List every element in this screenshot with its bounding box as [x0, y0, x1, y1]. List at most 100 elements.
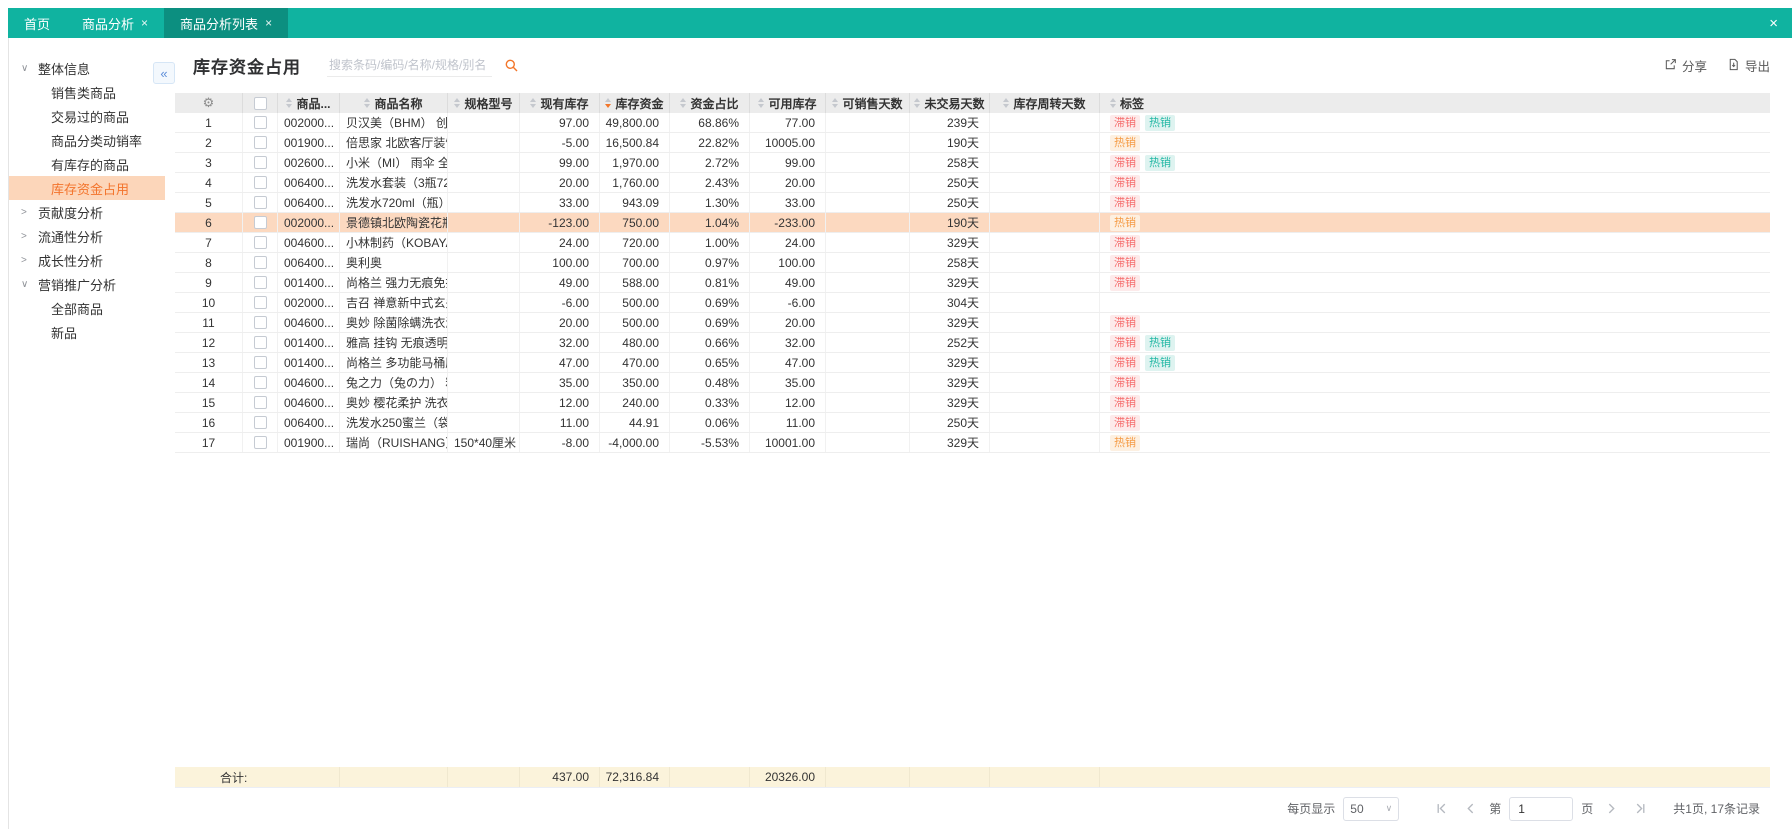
page-number-input[interactable] [1509, 796, 1574, 821]
last-page-icon[interactable] [1630, 803, 1651, 814]
tab-active[interactable]: 商品分析列表 × [164, 8, 289, 38]
sidebar-item[interactable]: 库存资金占用 [9, 176, 165, 200]
row-checkbox[interactable] [253, 216, 267, 229]
sidebar-item[interactable]: 全部商品 [9, 296, 165, 320]
tab-item[interactable]: 首页 [8, 8, 66, 38]
sort-icon[interactable] [914, 98, 921, 108]
row-checkbox[interactable] [253, 236, 267, 249]
row-checkbox[interactable] [253, 136, 267, 149]
row-checkbox[interactable] [253, 396, 267, 409]
sort-icon[interactable] [758, 98, 765, 108]
cell-sale-days [826, 253, 910, 272]
row-checkbox[interactable] [253, 376, 267, 389]
column-header-spec[interactable]: 规格型号 [448, 93, 520, 113]
row-checkbox[interactable] [253, 196, 267, 209]
table-row[interactable]: 4006400...洗发水套装（3瓶720ml+1瓶20.001,760.002… [175, 173, 1770, 193]
row-checkbox[interactable] [253, 416, 267, 429]
sidebar-item[interactable]: 交易过的商品 [9, 104, 165, 128]
sort-icon[interactable] [605, 98, 612, 108]
share-button[interactable]: 分享 [1664, 56, 1707, 75]
first-page-icon[interactable] [1431, 803, 1452, 814]
search-box [327, 54, 519, 77]
next-page-icon[interactable] [1601, 803, 1622, 814]
row-checkbox[interactable] [253, 356, 267, 369]
column-header-fund[interactable]: 库存资金 [600, 93, 670, 113]
column-header-ratio[interactable]: 资金占比 [670, 93, 750, 113]
sort-icon[interactable] [286, 98, 293, 108]
sidebar-item[interactable]: > 贡献度分析 [9, 200, 165, 224]
table-row[interactable]: 16006400...洗发水250蜜兰（袋）11.0044.910.06%11.… [175, 413, 1770, 433]
sort-icon[interactable] [530, 98, 537, 108]
column-header-name[interactable]: 商品名称 [340, 93, 448, 113]
column-header-stock[interactable]: 现有库存 [520, 93, 600, 113]
sidebar-collapse-button[interactable]: « [153, 62, 175, 84]
table-row[interactable]: 7004600...小林制药（KOBAYASHI）日24.00720.001.0… [175, 233, 1770, 253]
chevron-right-icon[interactable]: > [21, 254, 27, 266]
row-checkbox[interactable] [253, 116, 267, 129]
row-checkbox[interactable] [253, 176, 267, 189]
cell-stock: 32.00 [520, 333, 600, 352]
sort-icon[interactable] [680, 98, 687, 108]
row-checkbox[interactable] [253, 156, 267, 169]
sort-icon[interactable] [1003, 98, 1010, 108]
chevron-down-icon[interactable]: ∨ [21, 62, 29, 74]
chevron-right-icon[interactable]: > [21, 230, 27, 242]
sidebar-item[interactable]: 商品分类动销率 [9, 128, 165, 152]
tab-close-icon[interactable]: × [265, 16, 273, 30]
sort-icon[interactable] [454, 98, 461, 108]
table-row[interactable]: 1 002000...贝汉美（BHM） 创意北欧客 97.0049,800.0068… [175, 113, 1770, 133]
tab-item[interactable]: 商品分析 × [66, 8, 164, 38]
column-header-idle[interactable]: 未交易天数 [910, 93, 990, 113]
export-button[interactable]: 导出 [1727, 56, 1770, 75]
page-size-select[interactable]: 50 ∨ [1343, 796, 1400, 821]
column-header-turnover[interactable]: 库存周转天数 [990, 93, 1100, 113]
prev-page-icon[interactable] [1460, 803, 1481, 814]
search-input[interactable] [327, 54, 492, 77]
chevron-right-icon[interactable]: > [21, 206, 27, 218]
close-icon[interactable]: × [1769, 14, 1778, 32]
table-row[interactable]: 17 001900...瑞尚（RUISHANG） 卧室装150*40厘米-8.00… [175, 433, 1770, 453]
table-row[interactable]: 5 006400... 洗发水720ml（瓶） 33.00 943.09 1.30% 33.… [175, 193, 1770, 213]
cell-name: 尚格兰 强力无痕免打孔浴室 [340, 273, 448, 292]
row-checkbox[interactable] [253, 276, 267, 289]
tab-close-icon[interactable]: × [141, 16, 149, 30]
chevron-down-icon[interactable]: ∨ [21, 278, 29, 290]
row-checkbox[interactable] [253, 316, 267, 329]
row-checkbox[interactable] [253, 336, 267, 349]
sidebar-item[interactable]: 销售类商品 [9, 80, 165, 104]
row-checkbox[interactable] [253, 296, 267, 309]
column-header-code[interactable]: 商品... [278, 93, 340, 113]
column-header-avail[interactable]: 可用库存 [750, 93, 826, 113]
tag-badge: 滞销 [1110, 274, 1140, 291]
column-header-sale[interactable]: 可销售天数 [826, 93, 910, 113]
search-icon[interactable] [504, 58, 519, 73]
sort-icon[interactable] [1110, 98, 1116, 108]
sort-icon[interactable] [364, 98, 371, 108]
sidebar-item[interactable]: ∨ 整体信息 [9, 56, 165, 80]
cell-stock: 35.00 [520, 373, 600, 392]
sidebar-item[interactable]: 新品 [9, 320, 165, 344]
row-checkbox[interactable] [253, 436, 267, 449]
sidebar-item[interactable]: 有库存的商品 [9, 152, 165, 176]
table-row[interactable]: 8 006400... 奥利奥 100.00 700.00 0.97% 100.00 258天… [175, 253, 1770, 273]
gear-icon[interactable]: ⚙ [202, 95, 215, 110]
table-row[interactable]: 6 002000...景德镇北欧陶瓷花瓶摆件 优 -123.00750.001.04… [175, 213, 1770, 233]
sort-icon[interactable] [832, 98, 839, 108]
tag-badge: 滞销 [1110, 314, 1140, 331]
sidebar-item[interactable]: ∨ 营销推广分析 [9, 272, 165, 296]
sidebar-item[interactable]: > 成长性分析 [9, 248, 165, 272]
sidebar-item[interactable]: > 流通性分析 [9, 224, 165, 248]
table-row[interactable]: 11 004600... 奥妙 除菌除螨洗衣液 20.00 500.00 0.69% 20.… [175, 313, 1770, 333]
column-header-tags[interactable]: 标签 [1100, 93, 1770, 113]
row-checkbox[interactable] [253, 256, 267, 269]
select-all-checkbox[interactable] [253, 96, 267, 110]
cell-ratio: 1.00% [670, 233, 750, 252]
table-row[interactable]: 2 001900...倍思家 北欧客厅装饰画卧室 -5.0016,500.8422.… [175, 133, 1770, 153]
